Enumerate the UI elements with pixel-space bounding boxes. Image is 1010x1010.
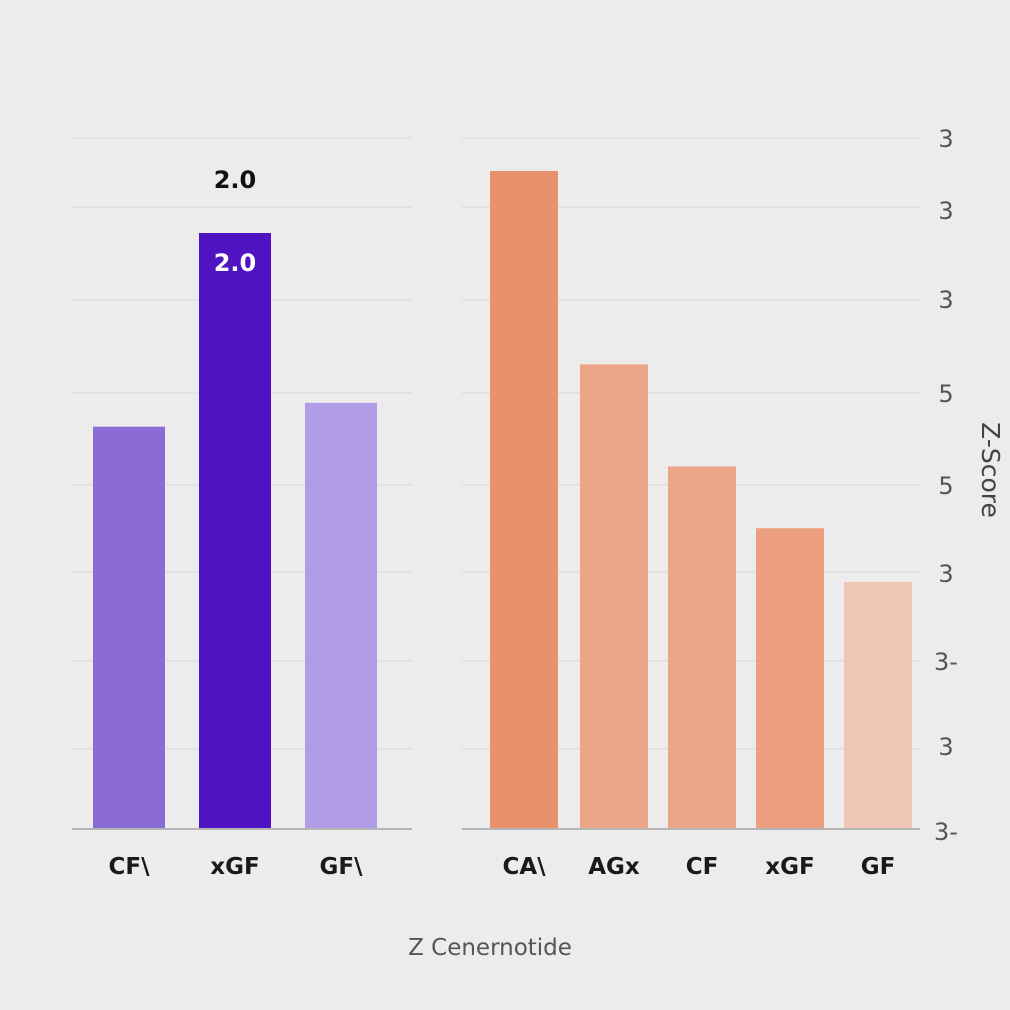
x-tick-label: CF — [686, 854, 719, 880]
y-axis-title: Z-Score — [976, 422, 1005, 518]
bar-left-0 — [93, 426, 165, 829]
y-tick-label: 3 — [938, 197, 953, 225]
y-tick-label: 3 — [938, 560, 953, 588]
x-tick-label: AGx — [588, 854, 640, 880]
x-axis-title: Z Cenernotide — [408, 935, 572, 961]
y-tick-label: 5 — [938, 472, 953, 500]
bar-right-4 — [844, 581, 912, 829]
bar-right-1 — [580, 364, 648, 829]
y-tick-label: 3 — [938, 733, 953, 761]
x-tick-label: GF\ — [320, 854, 364, 880]
x-tick-label: xGF — [765, 854, 814, 880]
bar-value-label: 2.0 — [214, 166, 257, 194]
bar-left-2 — [305, 402, 377, 829]
y-tick-label: 5 — [938, 380, 953, 408]
bar-inside-label: 2.0 — [214, 249, 257, 277]
y-tick-label: 3- — [934, 818, 958, 846]
x-tick-label: CA\ — [502, 854, 546, 880]
bar-left-1 — [199, 233, 271, 829]
x-tick-label: GF — [861, 854, 896, 880]
right-chart-panel: CA\ AGx CF xGF GF 3 3 3 5 5 3 3- 3 3- — [462, 125, 958, 880]
y-tick-label: 3 — [938, 125, 953, 153]
x-tick-label: xGF — [210, 854, 259, 880]
x-tick-label: CF\ — [109, 854, 151, 880]
bar-right-3 — [756, 528, 824, 829]
bar-right-0 — [490, 171, 558, 829]
left-chart-panel: CF\ xGF GF\ 2.0 2.0 — [72, 137, 412, 880]
y-tick-label: 3 — [938, 286, 953, 314]
y-tick-label: 3- — [934, 648, 958, 676]
bar-right-2 — [668, 466, 736, 829]
